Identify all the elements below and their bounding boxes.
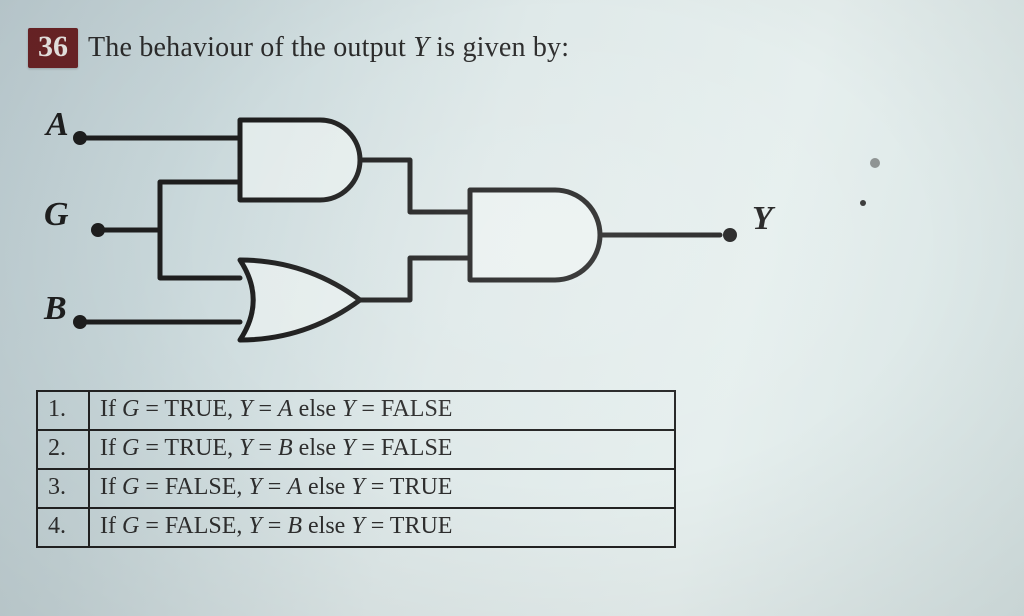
question-header: 36 The behaviour of the output Y is give… (28, 28, 569, 68)
answer-text: If G = TRUE, Y = A else Y = FALSE (89, 391, 675, 430)
answer-row: 3.If G = FALSE, Y = A else Y = TRUE (37, 469, 675, 508)
answer-number: 2. (37, 430, 89, 469)
wire (360, 258, 470, 300)
answer-text: If G = FALSE, Y = A else Y = TRUE (89, 469, 675, 508)
answer-text: If G = TRUE, Y = B else Y = FALSE (89, 430, 675, 469)
answer-text: If G = FALSE, Y = B else Y = TRUE (89, 508, 675, 547)
wire (160, 230, 240, 278)
terminal-dot (723, 228, 737, 242)
answers-table: 1.If G = TRUE, Y = A else Y = FALSE2.If … (36, 390, 676, 548)
or-gate (240, 260, 360, 340)
question-number-badge: 36 (28, 28, 78, 68)
page: 36 The behaviour of the output Y is give… (0, 0, 1024, 616)
and-gate (240, 120, 360, 200)
question-text-suffix: is given by: (429, 32, 569, 63)
answer-row: 4.If G = FALSE, Y = B else Y = TRUE (37, 508, 675, 547)
terminal-dot (73, 131, 87, 145)
question-text: The behaviour of the output Y is given b… (88, 32, 569, 64)
circuit-svg (40, 110, 820, 370)
terminal-dot (91, 223, 105, 237)
answer-number: 4. (37, 508, 89, 547)
answer-number: 1. (37, 391, 89, 430)
wire (360, 160, 470, 212)
answer-row: 1.If G = TRUE, Y = A else Y = FALSE (37, 391, 675, 430)
answer-row: 2.If G = TRUE, Y = B else Y = FALSE (37, 430, 675, 469)
and-gate (470, 190, 600, 280)
print-speck (870, 158, 880, 168)
question-text-prefix: The behaviour of the output (88, 32, 413, 63)
print-speck (860, 200, 866, 206)
terminal-dot (73, 315, 87, 329)
answer-number: 3. (37, 469, 89, 508)
question-variable: Y (413, 32, 429, 63)
wire (98, 182, 240, 230)
circuit-diagram (40, 110, 820, 370)
